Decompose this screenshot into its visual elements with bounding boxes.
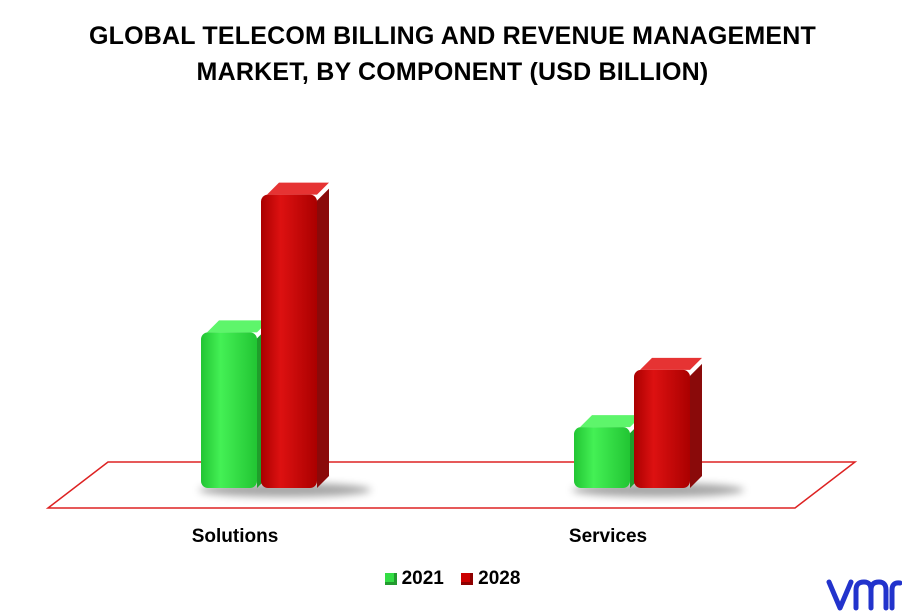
- bar-front-face: [574, 427, 630, 488]
- legend: 2021 2028: [0, 568, 905, 591]
- bar-front-face: [261, 194, 317, 488]
- bar-top-face: [207, 320, 269, 333]
- bar-side-face: [317, 188, 329, 488]
- bar-front-face: [201, 332, 257, 488]
- chart-floor: [45, 461, 858, 509]
- bar-top-face: [580, 415, 642, 428]
- category-label-services: Services: [569, 526, 647, 547]
- legend-swatch-2021: [384, 573, 397, 585]
- bar-solutions-2028: [261, 182, 329, 488]
- legend-swatch-2028: [461, 573, 474, 585]
- chart-title: GLOBAL TELECOM BILLING AND REVENUE MANAG…: [0, 18, 905, 90]
- legend-item-2028: 2028: [461, 568, 520, 590]
- vmr-logo-icon: [826, 579, 902, 611]
- bars-layer: [199, 182, 744, 497]
- bar-services-2021: [574, 415, 642, 488]
- legend-label-2021: 2021: [401, 568, 444, 589]
- category-label-solutions: Solutions: [192, 526, 279, 547]
- bar-top-face: [640, 357, 702, 370]
- bar-solutions-2021: [201, 320, 269, 488]
- legend-item-2021: 2021: [384, 568, 444, 590]
- bar-top-face: [267, 182, 329, 195]
- bar-front-face: [634, 369, 690, 488]
- bar-side-face: [690, 363, 702, 488]
- category-labels: Solutions Services: [192, 526, 647, 547]
- chart-title-line-1: GLOBAL TELECOM BILLING AND REVENUE MANAG…: [88, 22, 817, 50]
- bar-services-2028: [634, 357, 702, 488]
- chart-title-line-2: MARKET, BY COMPONENT (USD BILLION): [196, 58, 709, 86]
- legend-label-2028: 2028: [478, 568, 521, 589]
